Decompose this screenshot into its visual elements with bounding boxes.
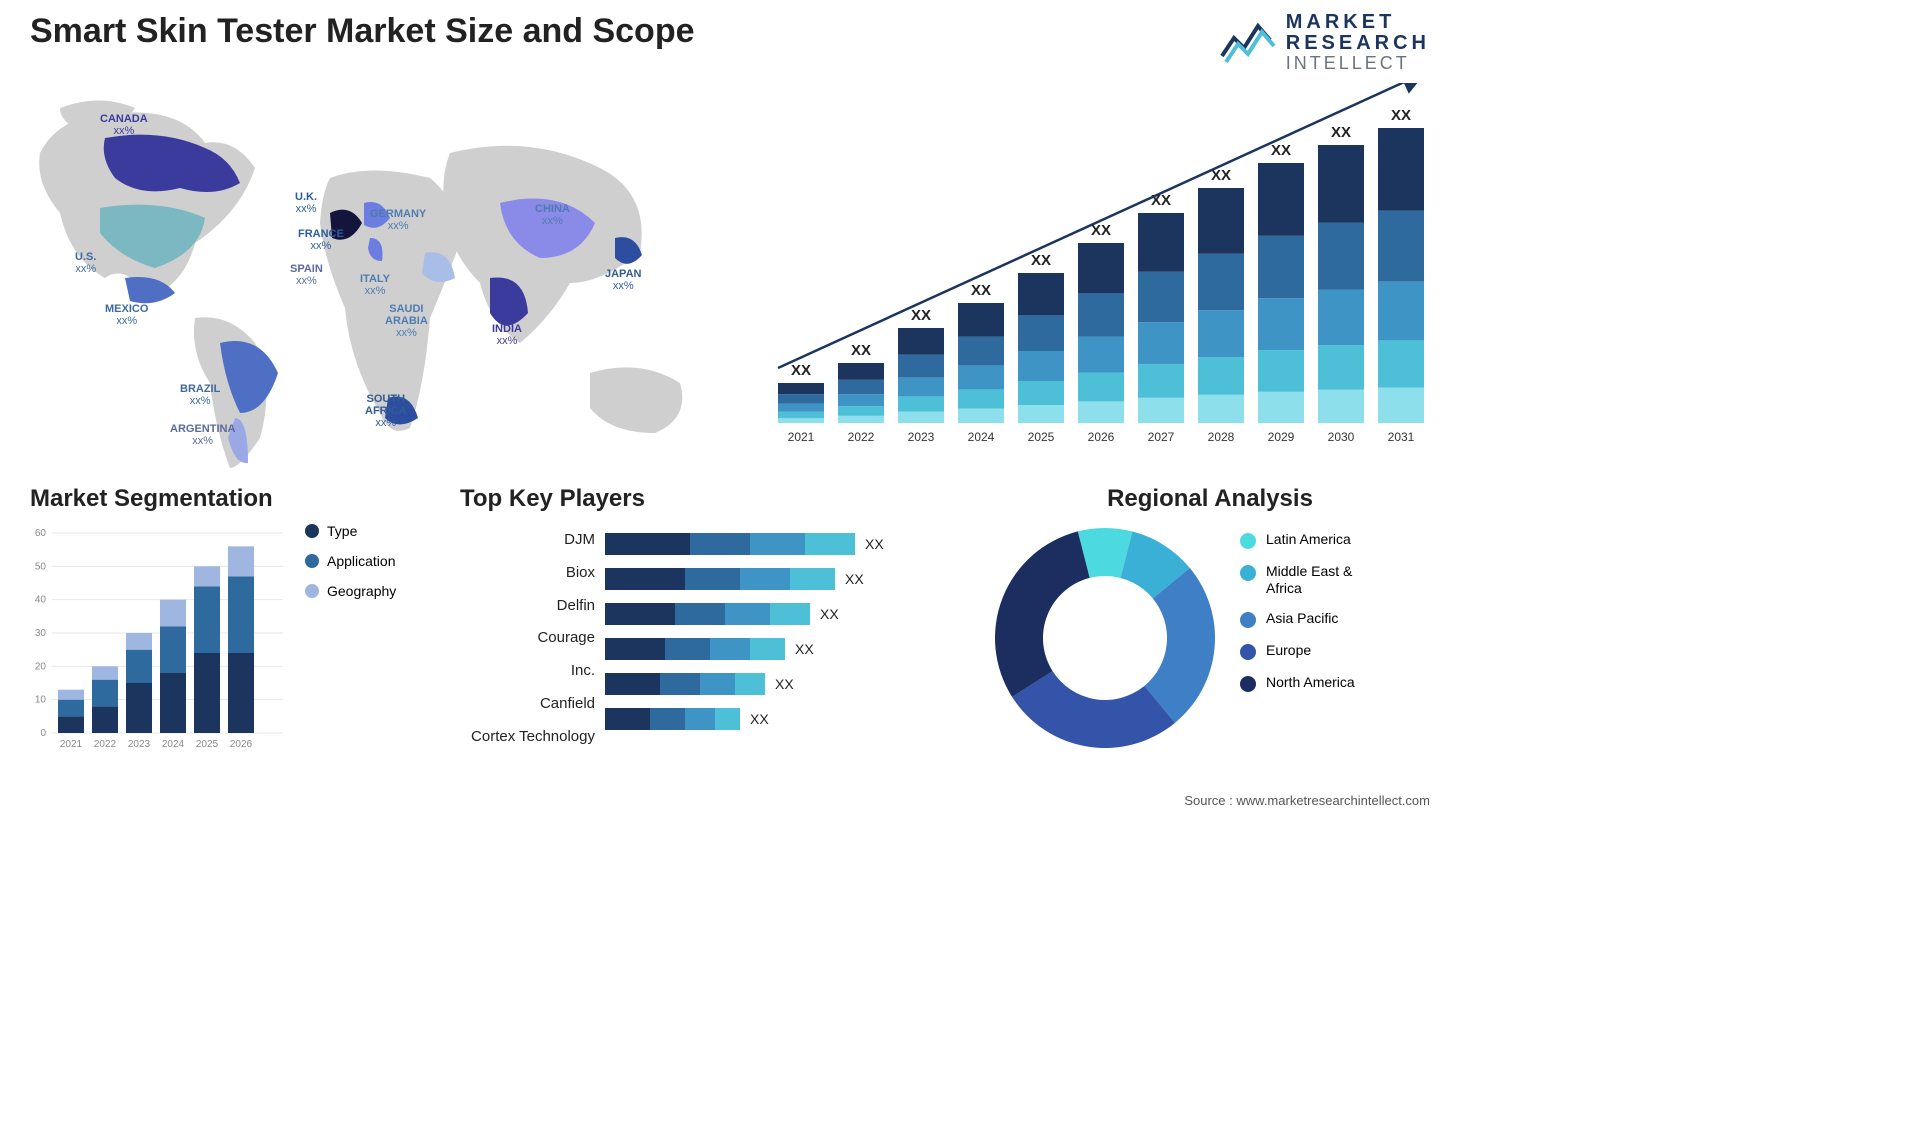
svg-text:2021: 2021 bbox=[788, 430, 815, 444]
svg-text:2021: 2021 bbox=[60, 739, 83, 750]
segmentation-bar-chart: 0 10 20 30 40 50 60 2021 2022 2023 2024 2025 2026 bbox=[30, 523, 285, 758]
svg-text:XX: XX bbox=[1271, 142, 1291, 159]
svg-text:40: 40 bbox=[35, 595, 47, 606]
map-label: SOUTHAFRICAxx% bbox=[365, 393, 407, 429]
map-label: U.K.xx% bbox=[295, 191, 317, 215]
segmentation-title: Market Segmentation bbox=[30, 485, 450, 513]
legend-item: Middle East & Africa bbox=[1240, 563, 1380, 597]
legend-item: Europe bbox=[1240, 642, 1380, 660]
svg-text:XX: XX bbox=[1031, 252, 1051, 269]
svg-text:2028: 2028 bbox=[1208, 430, 1235, 444]
svg-text:XX: XX bbox=[1151, 192, 1171, 209]
legend-item: Geography bbox=[305, 583, 396, 599]
map-label: FRANCExx% bbox=[298, 228, 344, 252]
legend-item: Latin America bbox=[1240, 531, 1380, 549]
map-label: U.S.xx% bbox=[75, 251, 96, 275]
map-label: INDIAxx% bbox=[492, 323, 522, 347]
svg-text:2026: 2026 bbox=[1088, 430, 1115, 444]
map-label: SAUDIARABIAxx% bbox=[385, 303, 428, 339]
svg-text:XX: XX bbox=[1391, 107, 1411, 124]
player-bar-row: XX bbox=[605, 566, 980, 592]
map-label: CANADAxx% bbox=[100, 113, 148, 137]
logo-line1: MARKET bbox=[1286, 12, 1430, 33]
svg-text:2025: 2025 bbox=[1028, 430, 1055, 444]
legend-item: North America bbox=[1240, 674, 1380, 692]
map-label: BRAZILxx% bbox=[180, 383, 220, 407]
player-name: Canfield bbox=[540, 695, 595, 712]
brand-logo: MARKET RESEARCH INTELLECT bbox=[1220, 12, 1430, 73]
legend-item: Application bbox=[305, 553, 396, 569]
svg-text:XX: XX bbox=[911, 307, 931, 324]
svg-text:2026: 2026 bbox=[230, 739, 253, 750]
map-label: ITALYxx% bbox=[360, 273, 390, 297]
svg-text:30: 30 bbox=[35, 628, 47, 639]
player-bar-row: XX bbox=[605, 636, 980, 662]
regional-legend: Latin America Middle East & Africa Asia Pa… bbox=[1240, 531, 1380, 707]
page-title: Smart Skin Tester Market Size and Scope bbox=[30, 12, 695, 51]
player-name: Biox bbox=[566, 564, 595, 581]
map-label: SPAINxx% bbox=[290, 263, 323, 287]
svg-text:XX: XX bbox=[1331, 124, 1351, 141]
svg-text:10: 10 bbox=[35, 695, 47, 706]
players-bars: XX XX XX XX XX XX bbox=[605, 523, 980, 753]
svg-text:2027: 2027 bbox=[1148, 430, 1175, 444]
map-label: ARGENTINAxx% bbox=[170, 423, 235, 447]
svg-text:2022: 2022 bbox=[94, 739, 117, 750]
svg-text:XX: XX bbox=[791, 362, 811, 379]
player-bar-row: XX bbox=[605, 601, 980, 627]
player-bar-row: XX bbox=[605, 531, 980, 557]
regional-title: Regional Analysis bbox=[990, 485, 1430, 513]
svg-text:2030: 2030 bbox=[1328, 430, 1355, 444]
source-attribution: Source : www.marketresearchintellect.com bbox=[1184, 793, 1430, 808]
players-name-list: DJM Biox Delfin Courage Inc. Canfield Cortex T… bbox=[460, 523, 605, 753]
player-name: Inc. bbox=[571, 662, 595, 679]
player-name: Cortex Technology bbox=[471, 728, 595, 745]
legend-item: Asia Pacific bbox=[1240, 610, 1380, 628]
svg-text:XX: XX bbox=[851, 342, 871, 359]
svg-text:60: 60 bbox=[35, 528, 47, 539]
player-bar-row: XX bbox=[605, 706, 980, 732]
svg-text:2031: 2031 bbox=[1388, 430, 1415, 444]
svg-text:XX: XX bbox=[971, 282, 991, 299]
player-name: Courage bbox=[537, 629, 595, 646]
growth-bar-chart: XX 2021 XX 2022 XX 2023 XX 2024 XX 2025 XX 2026 XX 20… bbox=[770, 83, 1440, 453]
svg-text:2022: 2022 bbox=[848, 430, 875, 444]
map-label: JAPANxx% bbox=[605, 268, 641, 292]
legend-item: Type bbox=[305, 523, 396, 539]
svg-text:2023: 2023 bbox=[908, 430, 935, 444]
world-map-panel: CANADAxx% U.S.xx% MEXICOxx% BRAZILxx% ARGENT… bbox=[30, 83, 740, 483]
segmentation-legend: Type Application Geography bbox=[305, 523, 396, 758]
svg-text:0: 0 bbox=[40, 728, 46, 739]
key-players-title: Top Key Players bbox=[460, 485, 980, 513]
map-label: GERMANYxx% bbox=[370, 208, 426, 232]
regional-panel: Regional Analysis Latin America Middle Ea… bbox=[990, 485, 1430, 775]
regional-donut-chart bbox=[990, 523, 1220, 753]
player-bar-row: XX bbox=[605, 671, 980, 697]
key-players-panel: Top Key Players DJM Biox Delfin Courage Inc.… bbox=[460, 485, 980, 775]
logo-line3: INTELLECT bbox=[1286, 54, 1430, 73]
growth-chart-panel: XX 2021 XX 2022 XX 2023 XX 2024 XX 2025 XX 2026 XX 20… bbox=[770, 83, 1440, 483]
player-name: Delfin bbox=[557, 597, 595, 614]
svg-text:2025: 2025 bbox=[196, 739, 219, 750]
svg-text:50: 50 bbox=[35, 561, 47, 572]
svg-text:2029: 2029 bbox=[1268, 430, 1295, 444]
svg-text:2023: 2023 bbox=[128, 739, 151, 750]
svg-text:20: 20 bbox=[35, 661, 47, 672]
map-label: CHINAxx% bbox=[535, 203, 570, 227]
logo-line2: RESEARCH bbox=[1286, 33, 1430, 54]
svg-text:2024: 2024 bbox=[968, 430, 995, 444]
map-label: MEXICOxx% bbox=[105, 303, 148, 327]
donut-wrap bbox=[990, 523, 1220, 753]
player-name: DJM bbox=[564, 531, 595, 548]
logo-icon bbox=[1220, 18, 1276, 66]
segmentation-panel: Market Segmentation 0 10 20 30 40 50 60 2021 202… bbox=[30, 485, 450, 775]
svg-text:2024: 2024 bbox=[162, 739, 185, 750]
